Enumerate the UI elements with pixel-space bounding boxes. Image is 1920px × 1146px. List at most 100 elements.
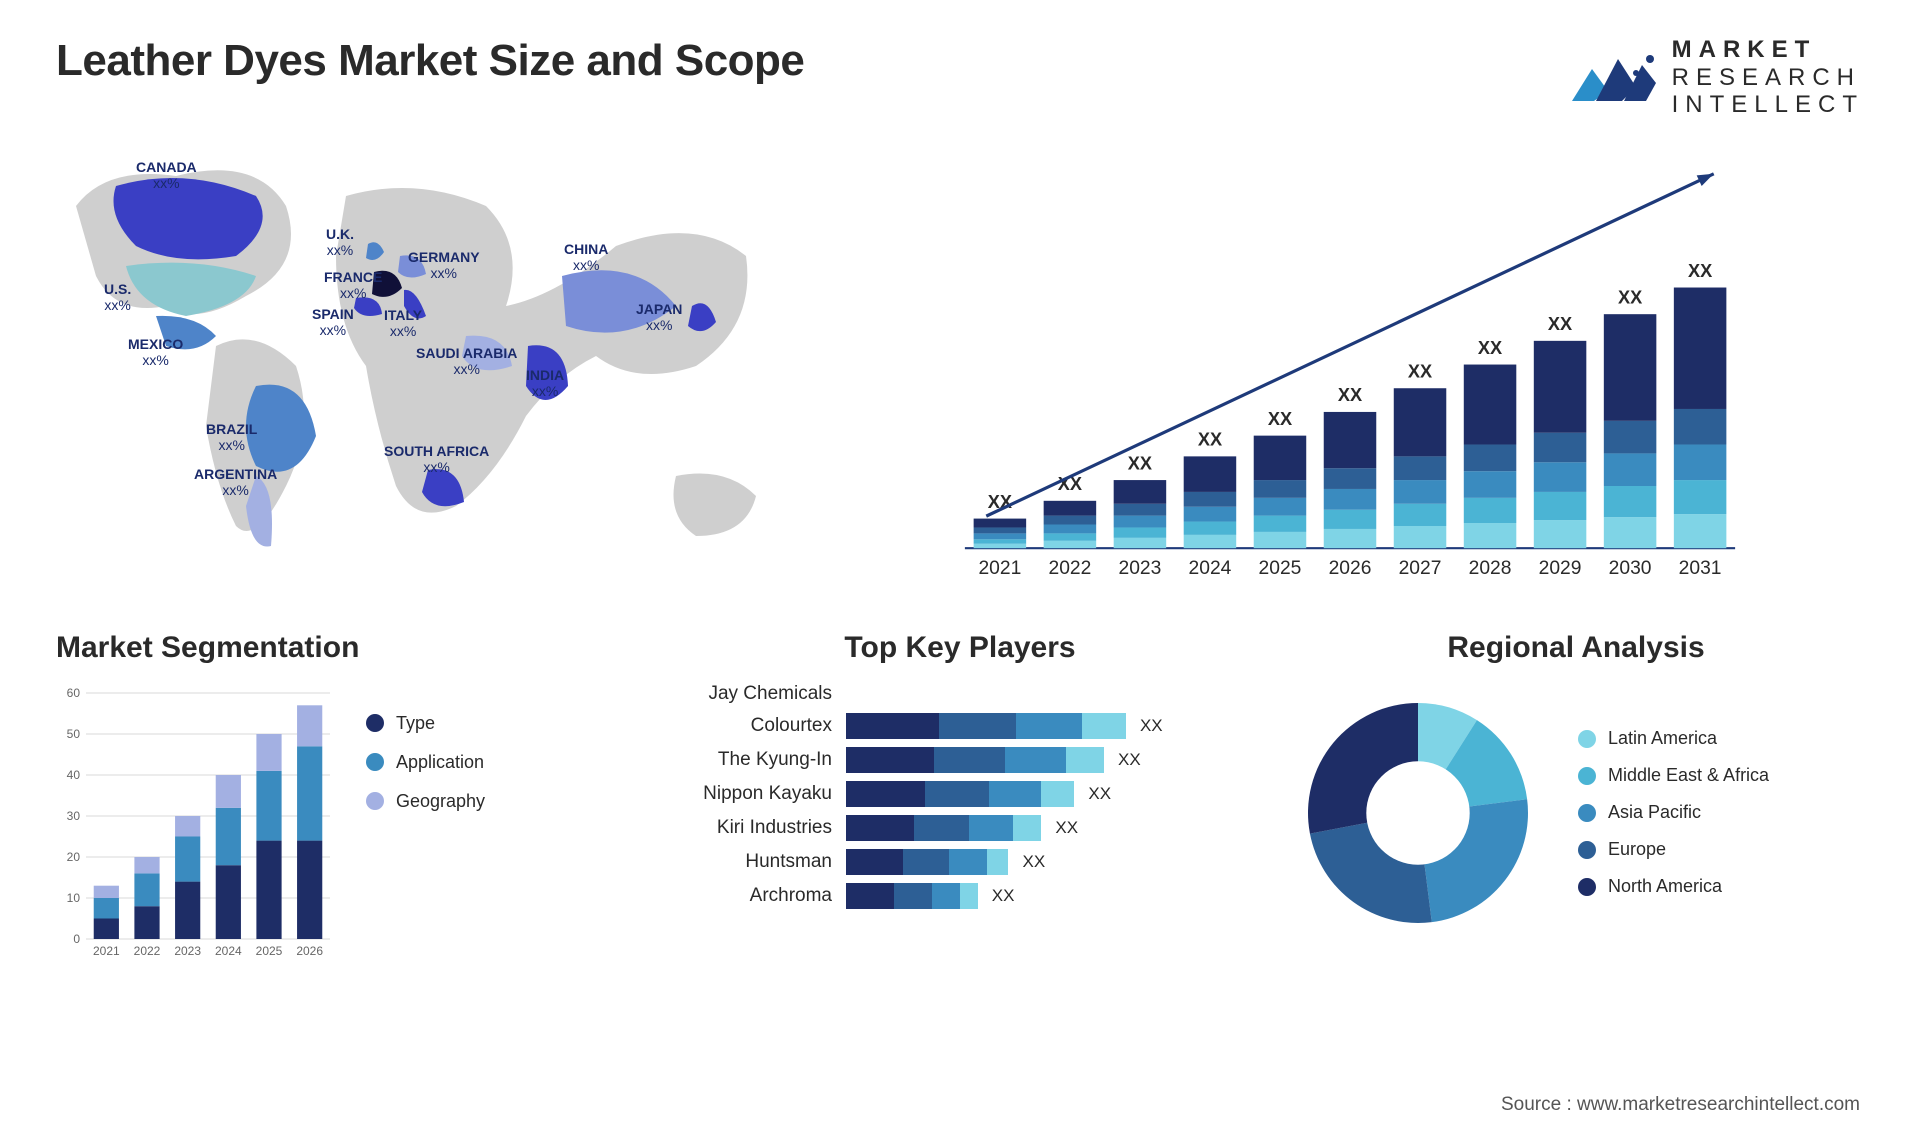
legend-swatch [1578, 804, 1596, 822]
player-bar [846, 815, 1041, 841]
players-title: Top Key Players [672, 631, 1248, 665]
player-name: Archroma [672, 885, 832, 907]
segmentation-bar-chart: 0102030405060202120222023202420252026 [56, 683, 336, 963]
map-label-us: U.S.xx% [104, 281, 131, 313]
svg-text:XX: XX [1478, 338, 1502, 358]
logo-mark-icon [1568, 45, 1658, 109]
player-name: Huntsman [672, 851, 832, 873]
player-bar-segment [934, 747, 1005, 773]
player-bar-segment [846, 849, 903, 875]
player-name: Colourtex [672, 715, 832, 737]
svg-text:10: 10 [67, 891, 81, 905]
player-bar-segment [949, 849, 986, 875]
svg-text:2026: 2026 [296, 944, 323, 958]
svg-text:XX: XX [1128, 453, 1152, 473]
players-list: Jay ChemicalsColourtexXXThe Kyung-InXXNi… [672, 683, 1248, 909]
player-bar-segment [846, 815, 914, 841]
legend-swatch [1578, 841, 1596, 859]
map-label-uk: U.K.xx% [326, 226, 354, 258]
player-bar-segment [1013, 815, 1042, 841]
legend-item: Latin America [1578, 728, 1769, 749]
player-bar-segment [960, 883, 978, 909]
player-bar [846, 781, 1074, 807]
player-bar [846, 713, 1126, 739]
player-bar-segment [1016, 713, 1082, 739]
legend-item: Asia Pacific [1578, 802, 1769, 823]
player-value: XX [1140, 716, 1163, 736]
legend-item: Europe [1578, 839, 1769, 860]
player-bar-segment [1005, 747, 1065, 773]
legend-label: Middle East & Africa [1608, 765, 1769, 786]
player-value: XX [1118, 750, 1141, 770]
svg-text:2026: 2026 [1329, 558, 1372, 579]
legend-label: Type [396, 713, 435, 734]
legend-label: Europe [1608, 839, 1666, 860]
legend-swatch [1578, 767, 1596, 785]
map-label-argentina: ARGENTINAxx% [194, 466, 277, 498]
logo-line2: RESEARCH [1672, 64, 1864, 92]
header: Leather Dyes Market Size and Scope MARKE… [56, 36, 1864, 119]
map-label-canada: CANADAxx% [136, 159, 197, 191]
regional-legend: Latin America Middle East & Africa Asia Pa… [1578, 728, 1769, 897]
legend-swatch [1578, 730, 1596, 748]
legend-swatch [366, 753, 384, 771]
forecast-bar-chart: XX2021XX2022XX2023XX2024XX2025XX2026XX20… [836, 131, 1864, 591]
svg-text:2025: 2025 [256, 944, 283, 958]
map-label-safrica: SOUTH AFRICAxx% [384, 443, 489, 475]
player-row: Kiri IndustriesXX [672, 815, 1248, 841]
segmentation-title: Market Segmentation [56, 631, 632, 665]
svg-text:2024: 2024 [1189, 558, 1232, 579]
regional-panel: Regional Analysis Latin AmericaMiddle Ea… [1288, 631, 1864, 963]
player-row: Jay Chemicals [672, 683, 1248, 705]
player-row: Huntsman XX [672, 849, 1248, 875]
player-bar-segment [846, 713, 939, 739]
svg-text:40: 40 [67, 768, 81, 782]
player-bar-segment [969, 815, 1013, 841]
players-panel: Top Key Players Jay Chemicals Colourtex XX… [672, 631, 1248, 963]
brand-logo: MARKET RESEARCH INTELLECT [1568, 36, 1864, 119]
player-name: Nippon Kayaku [672, 783, 832, 805]
svg-text:XX: XX [1338, 385, 1362, 405]
svg-text:2030: 2030 [1609, 558, 1652, 579]
segmentation-panel: Market Segmentation 01020304050602021202… [56, 631, 632, 963]
svg-text:2022: 2022 [134, 944, 161, 958]
map-label-germany: GERMANYxx% [408, 249, 480, 281]
player-bar-segment [987, 849, 1009, 875]
player-row: Archroma XX [672, 883, 1248, 909]
legend-swatch [1578, 878, 1596, 896]
map-label-brazil: BRAZILxx% [206, 421, 257, 453]
map-label-france: FRANCExx% [324, 269, 382, 301]
player-value: XX [1022, 852, 1045, 872]
legend-label: Latin America [1608, 728, 1717, 749]
svg-text:60: 60 [67, 686, 81, 700]
player-value: XX [992, 886, 1015, 906]
map-label-spain: SPAINxx% [312, 306, 354, 338]
player-bar [846, 747, 1104, 773]
svg-text:2028: 2028 [1469, 558, 1512, 579]
legend-swatch [366, 714, 384, 732]
map-label-saudi: SAUDI ARABIAxx% [416, 345, 517, 377]
legend-label: Asia Pacific [1608, 802, 1701, 823]
player-bar-segment [846, 747, 934, 773]
player-row: The Kyung-InXX [672, 747, 1248, 773]
svg-text:XX: XX [1548, 314, 1572, 334]
svg-text:2024: 2024 [215, 944, 242, 958]
svg-text:0: 0 [73, 932, 80, 946]
svg-text:XX: XX [1268, 409, 1292, 429]
player-bar-segment [1066, 747, 1104, 773]
player-bar-segment [925, 781, 989, 807]
player-bar [846, 883, 978, 909]
player-bar-segment [903, 849, 949, 875]
map-label-japan: JAPANxx% [636, 301, 682, 333]
page-title: Leather Dyes Market Size and Scope [56, 36, 804, 86]
source-footer: Source : www.marketresearchintellect.com [1501, 1094, 1860, 1116]
legend-swatch [366, 792, 384, 810]
world-map-panel: CANADAxx%U.S.xx%MEXICOxx%BRAZILxx%ARGENT… [56, 131, 776, 591]
player-bar-segment [1041, 781, 1074, 807]
player-bar-segment [846, 883, 894, 909]
legend-item: North America [1578, 876, 1769, 897]
player-row: Nippon KayakuXX [672, 781, 1248, 807]
legend-item: Type [366, 713, 485, 734]
logo-line1: MARKET [1672, 36, 1864, 64]
player-bar-segment [989, 781, 1042, 807]
